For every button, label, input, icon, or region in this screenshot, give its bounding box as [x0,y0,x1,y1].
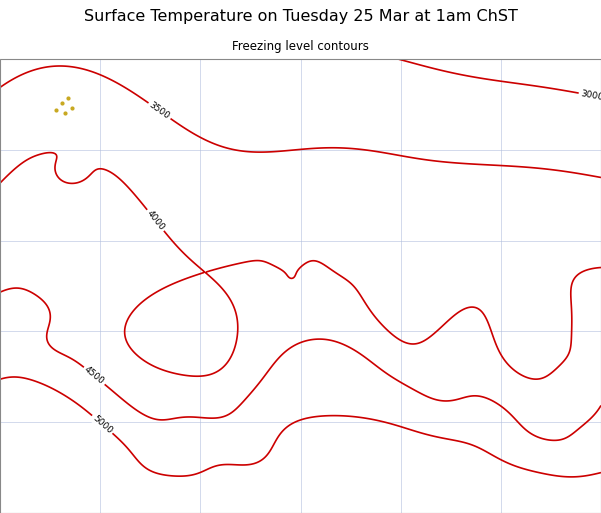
Text: 3500: 3500 [148,101,171,121]
Text: 4500: 4500 [82,365,106,386]
Text: 4000: 4000 [145,209,166,232]
Text: Freezing level contours: Freezing level contours [232,40,369,52]
Text: 3000: 3000 [580,89,601,102]
Text: Surface Temperature on Tuesday 25 Mar at 1am ChST: Surface Temperature on Tuesday 25 Mar at… [84,9,517,24]
Text: 5000: 5000 [91,413,114,436]
